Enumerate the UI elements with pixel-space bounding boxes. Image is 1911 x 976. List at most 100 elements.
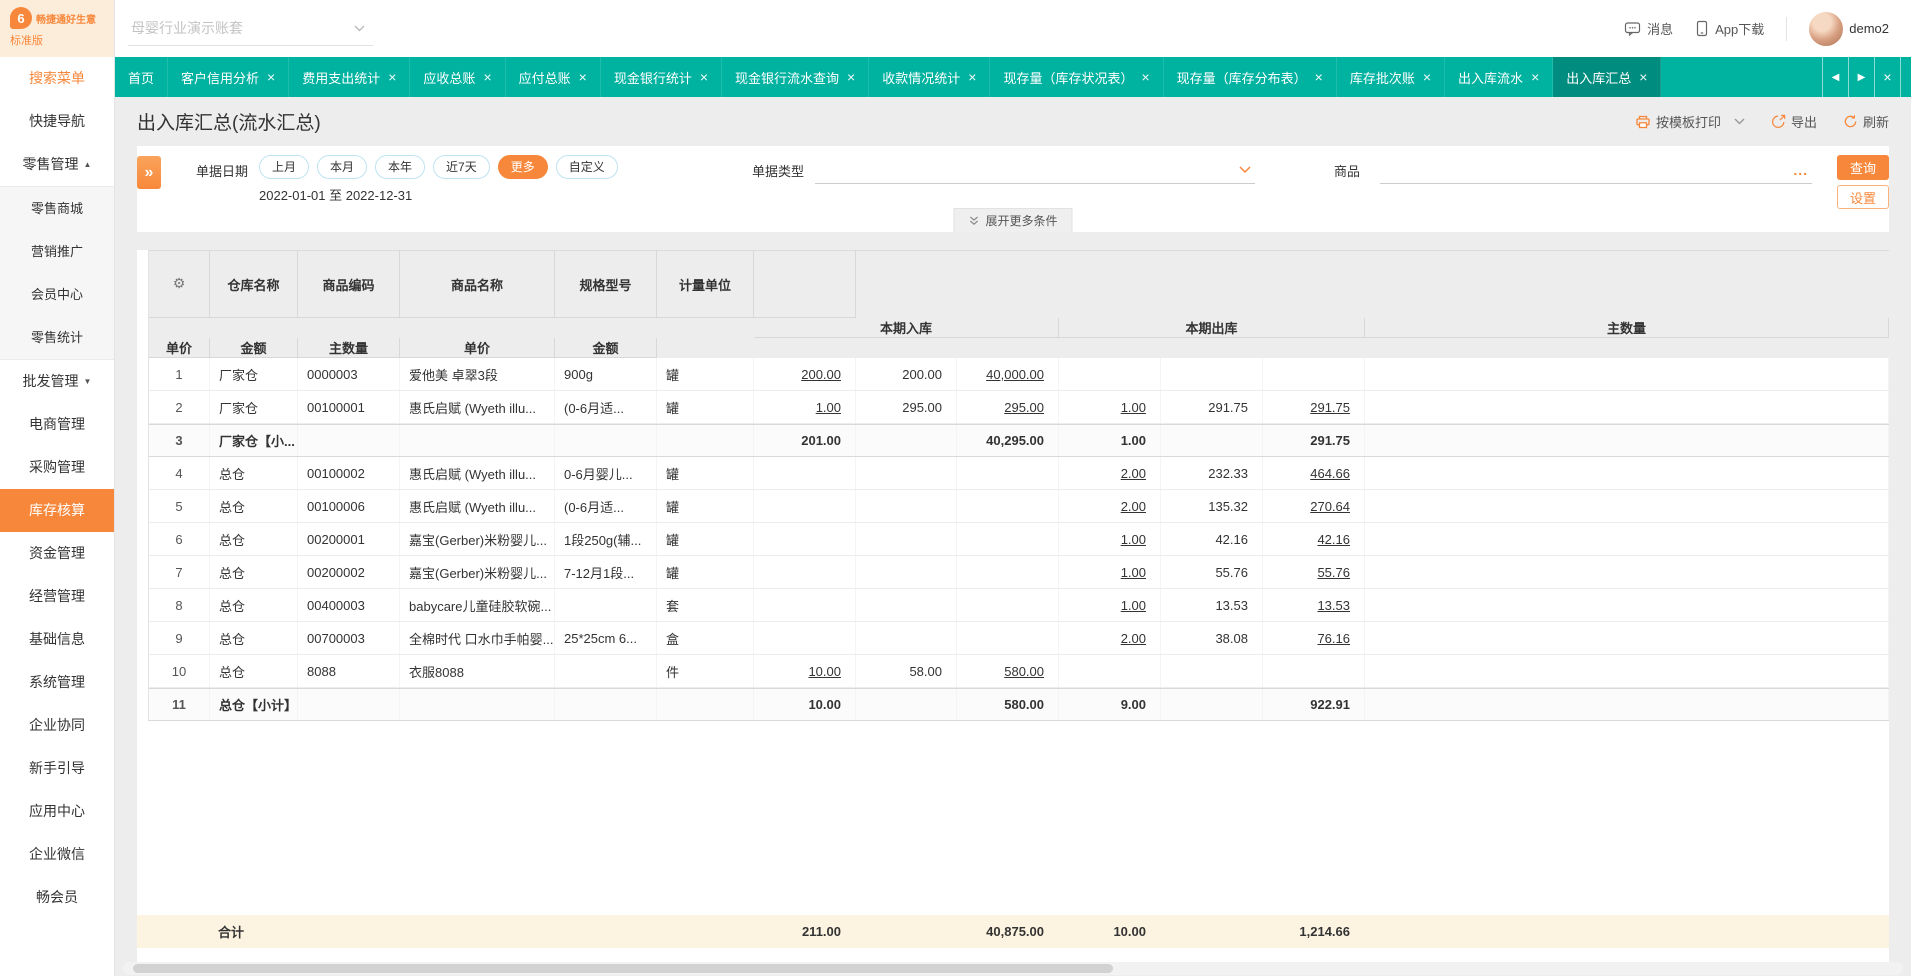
cell-out-amount[interactable]: 270.64 [1263, 490, 1365, 522]
app-download-button[interactable]: App下载 [1695, 19, 1764, 38]
date-range-pill[interactable]: 更多 [497, 155, 548, 179]
query-button[interactable]: 查询 [1837, 155, 1889, 180]
date-range-pill[interactable]: 本月 [317, 155, 368, 179]
sidebar-item[interactable]: 零售统计 [0, 316, 114, 359]
account-select[interactable]: 母婴行业演示账套 [128, 12, 373, 46]
tab-scroll-right-button[interactable]: ▶ [1848, 57, 1874, 97]
avatar[interactable] [1809, 11, 1844, 46]
sidebar-item[interactable]: 基础信息 [0, 618, 114, 661]
cell-out-amount[interactable]: 55.76 [1263, 556, 1365, 588]
cell-in-qty[interactable]: 200.00 [754, 358, 856, 390]
cell-out-qty[interactable]: 1.00 [1059, 556, 1161, 588]
cell-out-amount[interactable]: 13.53 [1263, 589, 1365, 621]
cell-out-qty[interactable]: 1.00 [1059, 391, 1161, 423]
table-row[interactable]: 1 厂家仓 0000003 爱他美 卓翠3段 900g 罐 200.00 200… [149, 358, 1889, 391]
print-by-template-button[interactable]: 按模板打印 [1635, 112, 1745, 131]
sidebar-item[interactable]: 企业微信 [0, 833, 114, 876]
date-range-pill[interactable]: 自定义 [555, 155, 618, 179]
cell-in-amount[interactable]: 295.00 [957, 391, 1059, 423]
tab[interactable]: 库存批次账 × [1337, 57, 1446, 97]
table-row[interactable]: 11 总仓【小计】 10.00 580.00 9.00 922.91 [149, 688, 1889, 721]
sidebar-item[interactable]: 采购管理 [0, 446, 114, 489]
tab-close-icon[interactable]: × [388, 69, 397, 85]
sidebar-item[interactable]: 畅会员 [0, 876, 114, 919]
tab-close-icon[interactable]: × [968, 69, 977, 85]
sidebar-item[interactable]: 企业协同 [0, 704, 114, 747]
refresh-button[interactable]: 刷新 [1843, 112, 1889, 131]
sidebar-item[interactable]: 新手引导 [0, 747, 114, 790]
tab[interactable]: 现金银行统计 × [601, 57, 723, 97]
sidebar-item[interactable]: 系统管理 [0, 661, 114, 704]
cell-out-amount[interactable]: 291.75 [1263, 391, 1365, 423]
cell-in-amount[interactable]: 40,000.00 [957, 358, 1059, 390]
tab-close-icon[interactable]: × [483, 69, 492, 85]
date-range-pill[interactable]: 本年 [375, 155, 426, 179]
tab-close-icon[interactable]: × [1639, 69, 1648, 85]
cell-out-qty[interactable]: 2.00 [1059, 622, 1161, 654]
product-input[interactable]: ... [1380, 157, 1812, 184]
export-button[interactable]: 导出 [1771, 112, 1817, 131]
cell-out-amount[interactable]: 76.16 [1263, 622, 1365, 654]
product-picker-ellipsis[interactable]: ... [1793, 162, 1808, 178]
tab[interactable]: 收款情况统计 × [869, 57, 991, 97]
sidebar-item[interactable]: 应用中心 [0, 790, 114, 833]
table-row[interactable]: 2 厂家仓 00100001 惠氏启赋 (Wyeth illu... (0-6月… [149, 391, 1889, 424]
cell-in-qty[interactable]: 1.00 [754, 391, 856, 423]
tab[interactable]: 现金银行流水查询 × [722, 57, 870, 97]
settings-button[interactable]: 设置 [1837, 185, 1889, 209]
tab-close-all-button[interactable]: × [1874, 57, 1900, 97]
cell-in-qty[interactable]: 10.00 [754, 655, 856, 687]
sidebar-item[interactable]: 电商管理 [0, 403, 114, 446]
sidebar-item[interactable]: 搜索菜单 [0, 57, 114, 100]
sidebar-item[interactable]: 经营管理 [0, 575, 114, 618]
sidebar-item[interactable]: 零售管理 ▲ [0, 143, 114, 186]
tab[interactable]: 现存量（库存状况表） × [990, 57, 1164, 97]
tab[interactable]: 应收总账 × [410, 57, 506, 97]
tab[interactable]: 应付总账 × [506, 57, 601, 97]
sidebar-item[interactable]: 会员中心 [0, 273, 114, 316]
messages-button[interactable]: 消息 [1624, 19, 1673, 38]
cell-out-qty[interactable]: 2.00 [1059, 457, 1161, 489]
cell-out-amount[interactable]: 42.16 [1263, 523, 1365, 555]
table-row[interactable]: 7 总仓 00200002 嘉宝(Gerber)米粉婴儿... 7-12月1段.… [149, 556, 1889, 589]
tab[interactable]: 客户信用分析 × [168, 57, 290, 97]
table-row[interactable]: 9 总仓 00700003 全棉时代 口水巾手帕婴... 25*25cm 6..… [149, 622, 1889, 655]
cell-out-qty[interactable]: 2.00 [1059, 490, 1161, 522]
tab[interactable]: 现存量（库存分布表） × [1164, 57, 1337, 97]
chevron-down-icon[interactable] [1734, 118, 1745, 125]
tab-overflow-sliver[interactable] [1900, 57, 1911, 97]
expand-more-conditions-button[interactable]: 展开更多条件 [953, 208, 1073, 232]
cell-in-amount[interactable]: 580.00 [957, 655, 1059, 687]
tab-scroll-left-button[interactable]: ◀ [1822, 57, 1848, 97]
cell-out-qty[interactable]: 1.00 [1059, 589, 1161, 621]
date-range-pill[interactable]: 近7天 [433, 155, 490, 179]
table-row[interactable]: 5 总仓 00100006 惠氏启赋 (Wyeth illu... (0-6月适… [149, 490, 1889, 523]
tab-close-icon[interactable]: × [1314, 69, 1323, 85]
date-range-value[interactable]: 2022-01-01 至 2022-12-31 [259, 188, 413, 203]
cell-out-qty[interactable]: 1.00 [1059, 523, 1161, 555]
tab[interactable]: 首页 [115, 57, 169, 97]
collapse-filter-button[interactable]: » [137, 156, 161, 189]
sidebar-item[interactable]: 库存核算 [0, 489, 114, 532]
tab-close-icon[interactable]: × [578, 69, 587, 85]
tab-close-icon[interactable]: × [847, 69, 856, 85]
tab-close-icon[interactable]: × [699, 69, 709, 85]
tab-close-icon[interactable]: × [1141, 69, 1150, 85]
table-row[interactable]: 10 总仓 8088 衣服8088 件 10.00 58.00 580.00 [149, 655, 1889, 688]
horizontal-scrollbar-thumb[interactable] [133, 964, 1113, 973]
doc-type-select[interactable] [815, 157, 1255, 184]
tab-close-icon[interactable]: × [1531, 69, 1540, 85]
sidebar-item[interactable]: 零售商城 [0, 187, 114, 230]
tab[interactable]: 费用支出统计 × [289, 57, 411, 97]
date-range-pill[interactable]: 上月 [259, 155, 310, 179]
cell-out-amount[interactable]: 464.66 [1263, 457, 1365, 489]
sidebar-item[interactable]: 快捷导航 [0, 100, 114, 143]
sidebar-item[interactable]: 资金管理 [0, 532, 114, 575]
column-settings-gear-icon[interactable]: ⚙ [172, 276, 186, 292]
user-menu[interactable]: demo2 [1809, 11, 1889, 46]
sidebar-item[interactable]: 批发管理 ▼ [0, 360, 114, 403]
tab-close-icon[interactable]: × [267, 69, 276, 85]
horizontal-scrollbar[interactable] [123, 962, 1903, 975]
table-row[interactable]: 4 总仓 00100002 惠氏启赋 (Wyeth illu... 0-6月婴儿… [149, 457, 1889, 490]
table-row[interactable]: 6 总仓 00200001 嘉宝(Gerber)米粉婴儿... 1段250g(辅… [149, 523, 1889, 556]
